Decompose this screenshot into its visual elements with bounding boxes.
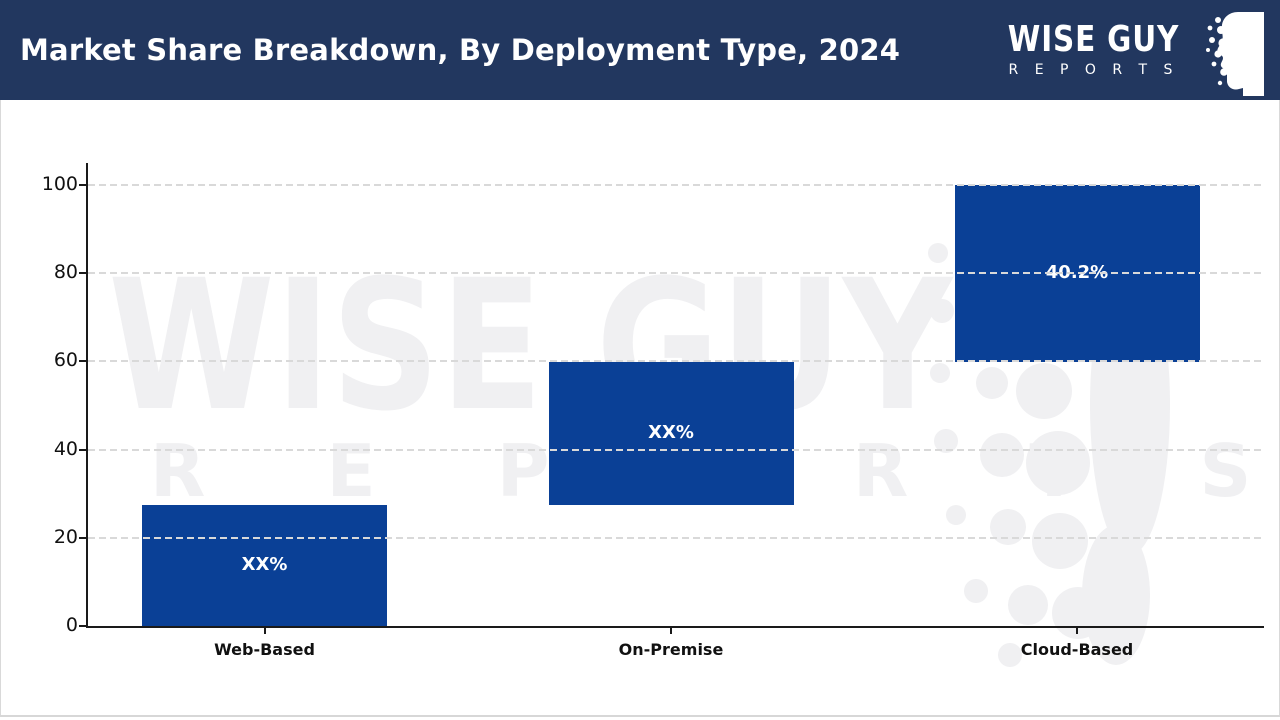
page-title: Market Share Breakdown, By Deployment Ty… [20,33,901,67]
y-tick-label: 100 [41,173,78,195]
y-tick-mark [79,536,87,539]
gridline-80 [88,272,1262,275]
y-tick-mark [79,625,87,627]
y-axis [86,163,88,628]
header-band: Market Share Breakdown, By Deployment Ty… [0,0,1280,100]
y-tick-label: 80 [53,261,78,284]
y-tick-label: 60 [53,349,78,372]
x-category-label-2: On-Premise [618,640,724,659]
x-axis [86,626,1264,628]
watermark-wordmark: WISE GUY [108,242,953,451]
y-tick-mark [79,360,87,363]
frame-border-left [0,100,1,717]
x-tick-mark [670,628,672,634]
frame-border-bottom [0,715,1280,717]
brand-logo-text: WISE GUY R E P O R T S [989,19,1198,79]
y-tick-label: 20 [53,525,78,548]
y-tick-label: 0 [65,614,78,636]
gridline-100 [88,184,1262,186]
gridline-40 [88,448,1262,451]
bar-value-label: XX% [648,421,694,443]
bar-value-label: 40.2% [1045,261,1109,283]
bar-on-premise: XX% [548,362,794,506]
bar-value-label: XX% [241,553,288,575]
brand-logo: WISE GUY R E P O R T S [1002,6,1270,96]
brand-subtext: R E P O R T S [1008,62,1179,78]
brand-wordmark: WISE GUY [1007,19,1180,60]
brand-face-icon [1206,12,1264,96]
y-tick-mark [79,448,87,451]
y-tick-mark [79,184,87,186]
gridline-20 [88,536,1262,539]
bar-web-based: XX% [142,505,387,626]
y-tick-mark [79,272,87,275]
x-tick-mark [1076,628,1078,634]
x-category-label-3: Cloud-Based [1020,640,1134,659]
y-tick-label: 40 [53,437,78,460]
x-category-label-1: Web-Based [214,640,315,659]
gridline-60 [88,360,1262,363]
x-tick-mark [263,628,266,634]
